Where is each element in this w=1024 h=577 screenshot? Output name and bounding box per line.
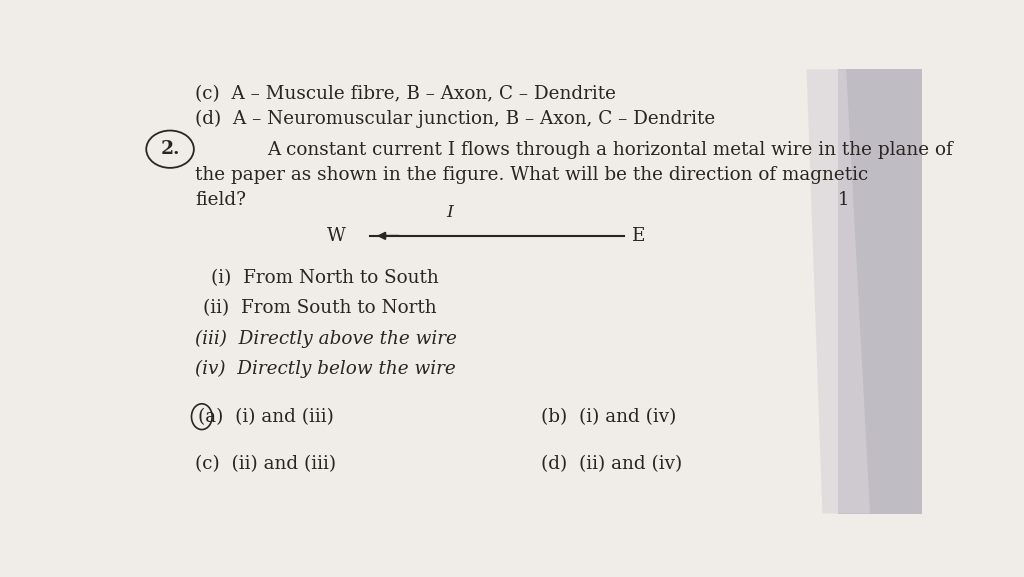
Text: (iv)  Directly below the wire: (iv) Directly below the wire [196,359,457,378]
Text: E: E [632,227,645,245]
Text: (b)  (i) and (iv): (b) (i) and (iv) [541,408,676,426]
Text: 1: 1 [839,191,850,209]
Text: (ii)  From South to North: (ii) From South to North [204,299,437,317]
Text: (d)  (ii) and (iv): (d) (ii) and (iv) [541,455,682,473]
Text: (i)  From North to South: (i) From North to South [211,269,439,287]
Text: I: I [446,204,453,221]
Polygon shape [807,69,870,514]
Text: (iii)  Directly above the wire: (iii) Directly above the wire [196,329,458,347]
Text: W: W [328,227,346,245]
Text: 2.: 2. [161,140,180,158]
Text: field?: field? [196,191,247,209]
Text: (c)  A – Muscule fibre, B – Axon, C – Dendrite: (c) A – Muscule fibre, B – Axon, C – Den… [196,85,616,103]
Text: the paper as shown in the figure. What will be the direction of magnetic: the paper as shown in the figure. What w… [196,166,868,184]
Text: (c)  (ii) and (iii): (c) (ii) and (iii) [196,455,337,473]
Text: (a)  (i) and (iii): (a) (i) and (iii) [198,408,334,426]
Polygon shape [839,69,922,514]
Text: A constant current I flows through a horizontal metal wire in the plane of: A constant current I flows through a hor… [267,141,952,159]
Text: (d)  A – Neuromuscular junction, B – Axon, C – Dendrite: (d) A – Neuromuscular junction, B – Axon… [196,110,716,128]
